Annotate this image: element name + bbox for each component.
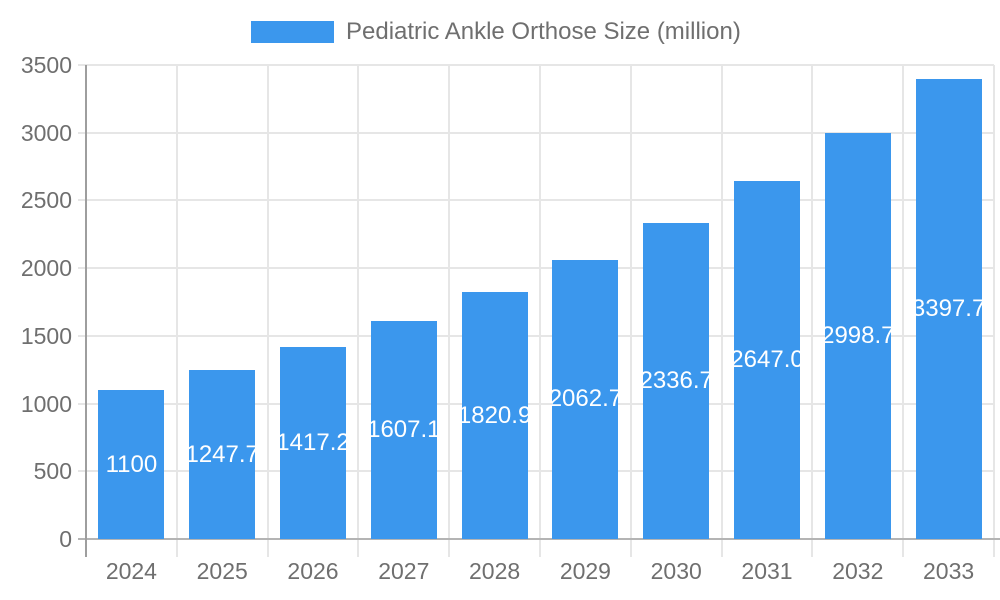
x-tick-mark: [811, 540, 814, 557]
x-axis-tick-label: 2030: [650, 558, 702, 584]
x-axis-tick-label: 2025: [196, 558, 248, 584]
x-tick-mark: [720, 540, 723, 557]
bar-2030[interactable]: 2336.7: [643, 222, 710, 539]
v-gridline: [175, 65, 178, 539]
v-gridline: [720, 65, 723, 539]
bar-value-label: 2647.0: [734, 345, 800, 373]
v-gridline: [539, 65, 541, 539]
x-tick-mark: [357, 540, 360, 557]
legend-label: Pediatric Ankle Orthose Size (million): [346, 18, 741, 45]
v-gridline: [902, 65, 905, 539]
x-tick-mark: [902, 540, 905, 557]
y-tick-mark: [78, 131, 86, 134]
v-gridline: [993, 65, 995, 539]
x-axis-baseline: [78, 538, 1000, 540]
y-tick-mark: [78, 470, 86, 473]
bar-value-label: 1820.9: [461, 401, 528, 429]
v-gridline: [448, 65, 451, 539]
legend-swatch: [251, 21, 334, 43]
y-axis-line: [85, 65, 87, 557]
y-axis-tick-label: 3000: [20, 119, 72, 146]
x-axis-tick-label: 2029: [559, 558, 611, 584]
y-tick-mark: [78, 402, 86, 405]
bar-2031[interactable]: 2647.0: [734, 180, 800, 539]
bar-value-label: 2336.7: [643, 366, 710, 394]
v-gridline: [811, 65, 814, 539]
x-axis-tick-label: 2024: [105, 558, 157, 584]
bar-2033[interactable]: 3397.7: [915, 78, 982, 539]
y-axis-tick-label: 2000: [20, 255, 72, 282]
x-tick-mark: [539, 540, 541, 557]
y-tick-mark: [78, 199, 86, 202]
x-axis-tick-label: 2027: [378, 558, 430, 584]
y-axis-tick-label: 500: [33, 458, 72, 485]
bar-value-label: 1607.1: [370, 416, 437, 444]
x-tick-mark: [266, 540, 269, 557]
x-tick-mark: [629, 540, 632, 557]
y-tick-mark: [78, 64, 86, 66]
legend: Pediatric Ankle Orthose Size (million): [251, 17, 741, 47]
v-gridline: [266, 65, 269, 539]
bar-value-label: 1247.7: [189, 440, 256, 468]
v-gridline: [357, 65, 360, 539]
x-tick-mark: [448, 540, 451, 557]
bar-value-label: 1417.2: [280, 429, 346, 457]
bar-2024[interactable]: 1100: [98, 390, 165, 539]
x-axis-tick-label: 2033: [923, 558, 975, 584]
y-tick-mark: [78, 267, 86, 270]
v-gridline: [629, 65, 632, 539]
x-axis-tick-label: 2031: [741, 558, 793, 584]
x-axis-tick-label: 2032: [832, 558, 884, 584]
y-axis-tick-label: 1500: [20, 322, 72, 349]
bar-2026[interactable]: 1417.2: [280, 347, 346, 539]
bar-value-label: 3397.7: [915, 294, 982, 322]
bar-2027[interactable]: 1607.1: [370, 321, 437, 539]
x-axis-tick-label: 2026: [287, 558, 339, 584]
y-tick-mark: [78, 334, 86, 337]
y-axis-tick-label: 1000: [20, 390, 72, 417]
x-axis-tick-label: 2028: [469, 558, 521, 584]
y-axis-tick-label: 0: [59, 526, 72, 552]
bar-value-label: 2998.7: [824, 321, 891, 349]
y-axis-tick-label: 3500: [20, 52, 72, 78]
x-tick-mark: [175, 540, 178, 557]
x-tick-mark: [993, 540, 995, 557]
bar-2029[interactable]: 2062.7: [552, 259, 619, 539]
bar-2032[interactable]: 2998.7: [824, 132, 891, 539]
bar-2028[interactable]: 1820.9: [461, 292, 528, 539]
y-axis-tick-label: 2500: [20, 187, 72, 214]
bar-value-label: 1100: [105, 450, 158, 478]
bar-2025[interactable]: 1247.7: [189, 370, 256, 539]
bar-value-label: 2062.7: [552, 385, 619, 413]
